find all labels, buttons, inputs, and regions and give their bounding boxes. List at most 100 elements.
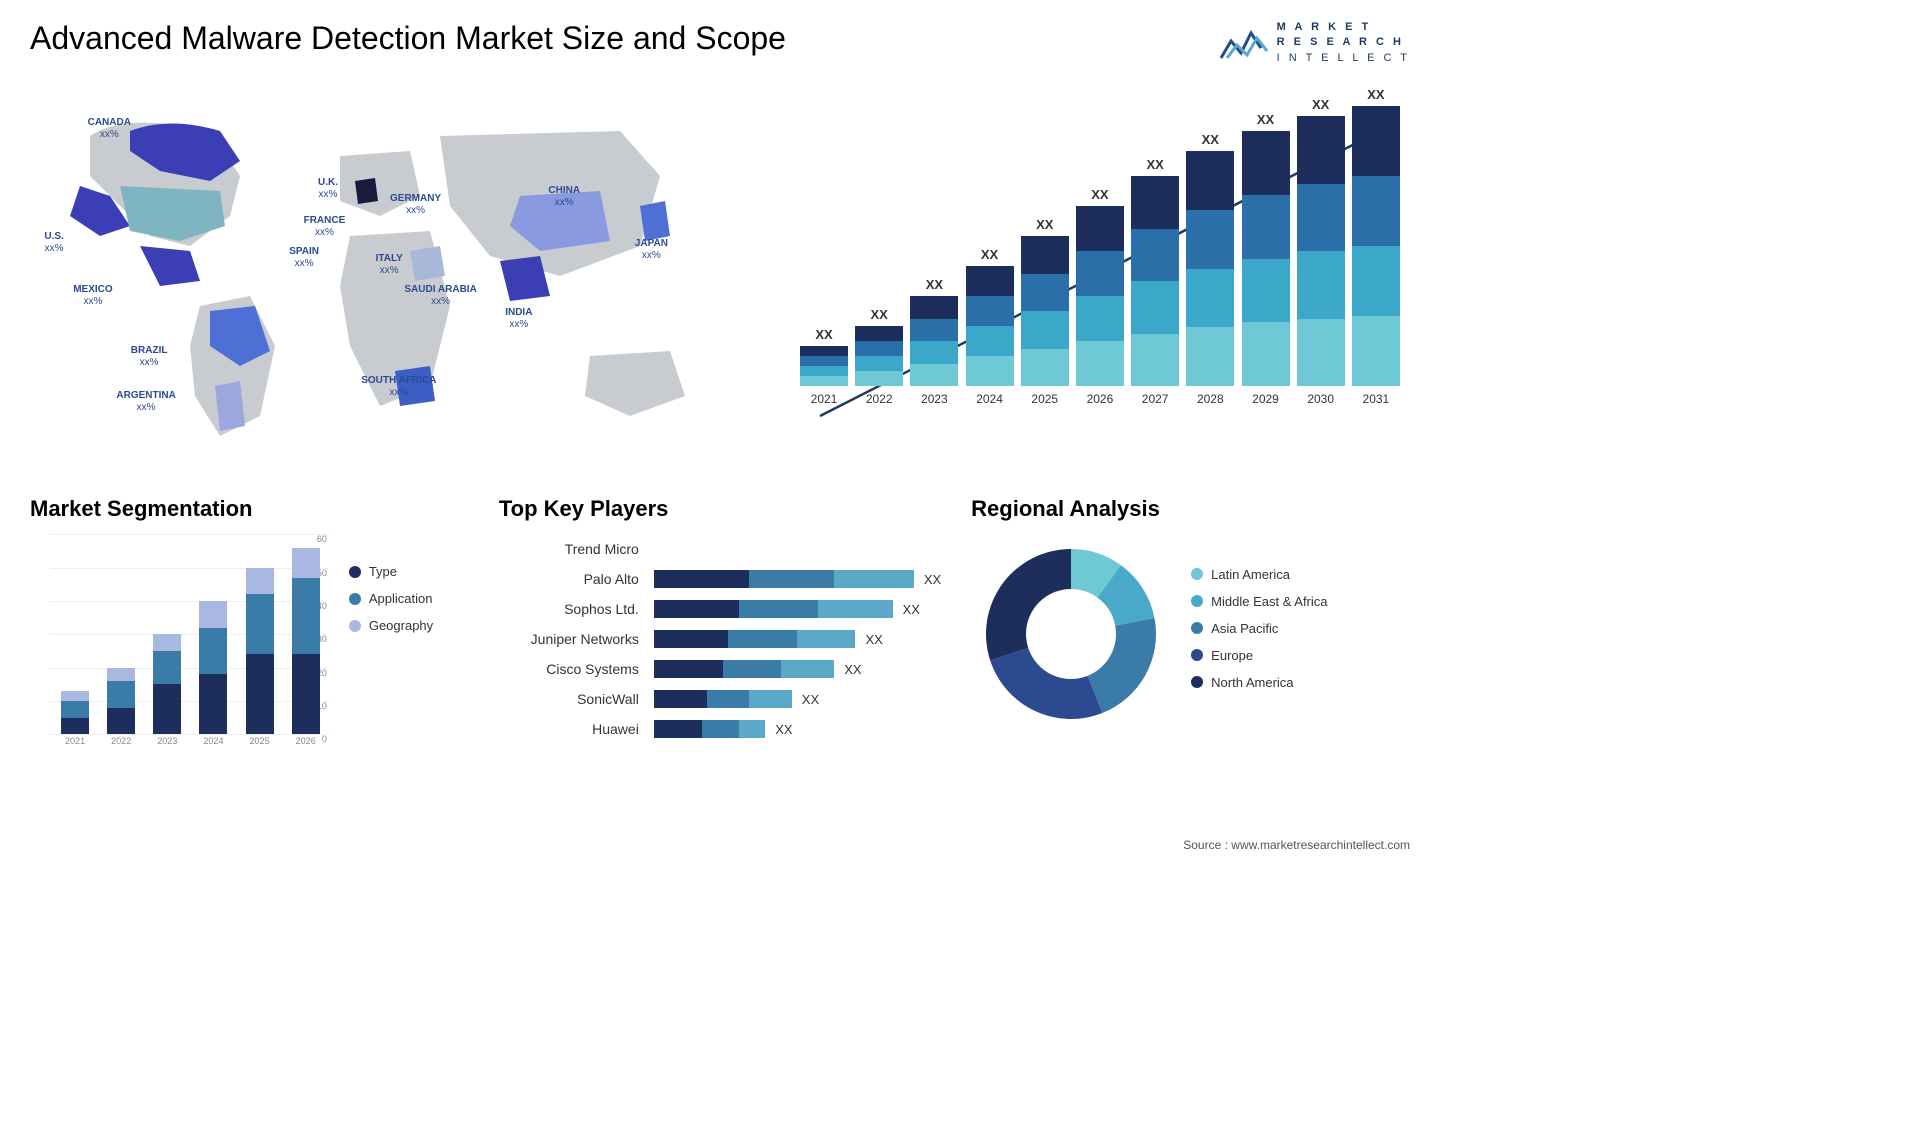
bar-column: XX2024 <box>966 247 1014 406</box>
legend-item: Europe <box>1191 648 1410 663</box>
seg-year-label: 2022 <box>111 736 131 754</box>
seg-bar-segment <box>199 674 227 734</box>
bar-top-label: XX <box>926 277 943 292</box>
bar-top-label: XX <box>1091 187 1108 202</box>
legend-dot <box>1191 568 1203 580</box>
bar-stack <box>1021 236 1069 386</box>
map-label: GERMANYxx% <box>390 193 441 217</box>
bar-segment <box>1297 184 1345 252</box>
legend-dot <box>1191 676 1203 688</box>
seg-bar-segment <box>153 651 181 684</box>
bar-segment <box>1186 269 1234 328</box>
bar-column: XX2029 <box>1242 112 1290 406</box>
bar-stack <box>966 266 1014 386</box>
player-names: Trend MicroPalo AltoSophos Ltd.Juniper N… <box>499 534 639 744</box>
player-bar <box>654 600 893 618</box>
player-name: Juniper Networks <box>499 624 639 654</box>
map-label: U.S.xx% <box>44 231 63 255</box>
bar-segment <box>966 356 1014 386</box>
bar-stack <box>1242 131 1290 386</box>
bar-segment <box>1021 274 1069 312</box>
bar-segment <box>1297 319 1345 387</box>
legend-item: Type <box>349 564 469 579</box>
player-bar-segment <box>654 720 702 738</box>
seg-bar-column <box>61 691 89 734</box>
bar-column: XX2027 <box>1131 157 1179 406</box>
player-bar-segment <box>654 570 750 588</box>
player-bar-segment <box>723 660 781 678</box>
bar-column: XX2021 <box>800 327 848 406</box>
bar-year-label: 2023 <box>921 392 948 406</box>
legend-label: Latin America <box>1211 567 1290 582</box>
bar-column: XX2028 <box>1186 132 1234 406</box>
seg-bar-segment <box>292 578 320 655</box>
bar-column: XX2026 <box>1076 187 1124 406</box>
legend-label: Middle East & Africa <box>1211 594 1327 609</box>
region-legend: Latin America Middle East & Africa Asia Pa… <box>1191 567 1410 702</box>
bar-segment <box>1021 311 1069 349</box>
player-bar-segment <box>818 600 892 618</box>
player-bar <box>654 630 856 648</box>
page-title: Advanced Malware Detection Market Size a… <box>30 20 786 57</box>
bar-segment <box>855 356 903 371</box>
seg-bar-segment <box>246 568 274 595</box>
logo: M A R K E T R E S E A R C H I N T E L L … <box>1219 20 1410 66</box>
bar-segment <box>1021 236 1069 274</box>
map-label: MEXICOxx% <box>73 284 112 308</box>
legend-label: Application <box>369 591 433 606</box>
seg-bars <box>52 534 329 734</box>
source-text: Source : www.marketresearchintellect.com <box>1183 838 1410 852</box>
bar-segment <box>1352 316 1400 386</box>
legend-dot <box>1191 595 1203 607</box>
seg-year-label: 2024 <box>203 736 223 754</box>
bar-segment <box>1076 206 1124 251</box>
bar-segment <box>1131 229 1179 282</box>
seg-bar-column <box>246 568 274 735</box>
bar-segment <box>855 341 903 356</box>
player-bar-segment <box>702 720 739 738</box>
player-row <box>654 534 941 564</box>
player-name: Trend Micro <box>499 534 639 564</box>
bar-top-label: XX <box>1312 97 1329 112</box>
bar-top-label: XX <box>815 327 832 342</box>
legend-label: Geography <box>369 618 433 633</box>
bar-top-label: XX <box>1146 157 1163 172</box>
seg-bar-segment <box>246 654 274 734</box>
bar-column: XX 2030 <box>1297 97 1345 406</box>
seg-bar-column <box>199 601 227 734</box>
bar-segment <box>800 346 848 356</box>
player-value: XX <box>802 692 819 707</box>
legend-dot <box>1191 649 1203 661</box>
seg-years: 202120222023202420252026 <box>52 736 329 754</box>
map-label: SOUTH AFRICAxx% <box>361 375 436 399</box>
legend-item: Asia Pacific <box>1191 621 1410 636</box>
player-value: XX <box>865 632 882 647</box>
legend-label: Asia Pacific <box>1211 621 1278 636</box>
player-bar-segment <box>749 690 791 708</box>
bar-segment <box>800 366 848 376</box>
seg-year-label: 2021 <box>65 736 85 754</box>
bar-top-label: XX <box>1367 87 1384 102</box>
legend-label: North America <box>1211 675 1293 690</box>
map-label: INDIAxx% <box>505 307 532 331</box>
seg-year-label: 2025 <box>250 736 270 754</box>
bar-segment <box>1076 251 1124 296</box>
seg-year-label: 2023 <box>157 736 177 754</box>
bar-stack <box>1297 116 1345 386</box>
bar-stack <box>800 346 848 386</box>
donut-chart <box>971 534 1171 734</box>
player-bar-segment <box>834 570 914 588</box>
bar-segment <box>1076 341 1124 386</box>
player-row: XX <box>654 654 941 684</box>
bar-segment <box>1131 334 1179 387</box>
seg-bar-segment <box>107 708 135 735</box>
bar-year-label: 2025 <box>1031 392 1058 406</box>
map-label: JAPANxx% <box>635 238 668 262</box>
segmentation-panel: Market Segmentation 01020304050602021202… <box>30 496 469 776</box>
legend-dot <box>1191 622 1203 634</box>
bar-year-label: 2030 <box>1307 392 1334 406</box>
bar-column: XX2031 <box>1352 87 1400 406</box>
bar-stack <box>1352 106 1400 386</box>
bar-segment <box>910 364 958 387</box>
seg-bar-segment <box>153 634 181 651</box>
